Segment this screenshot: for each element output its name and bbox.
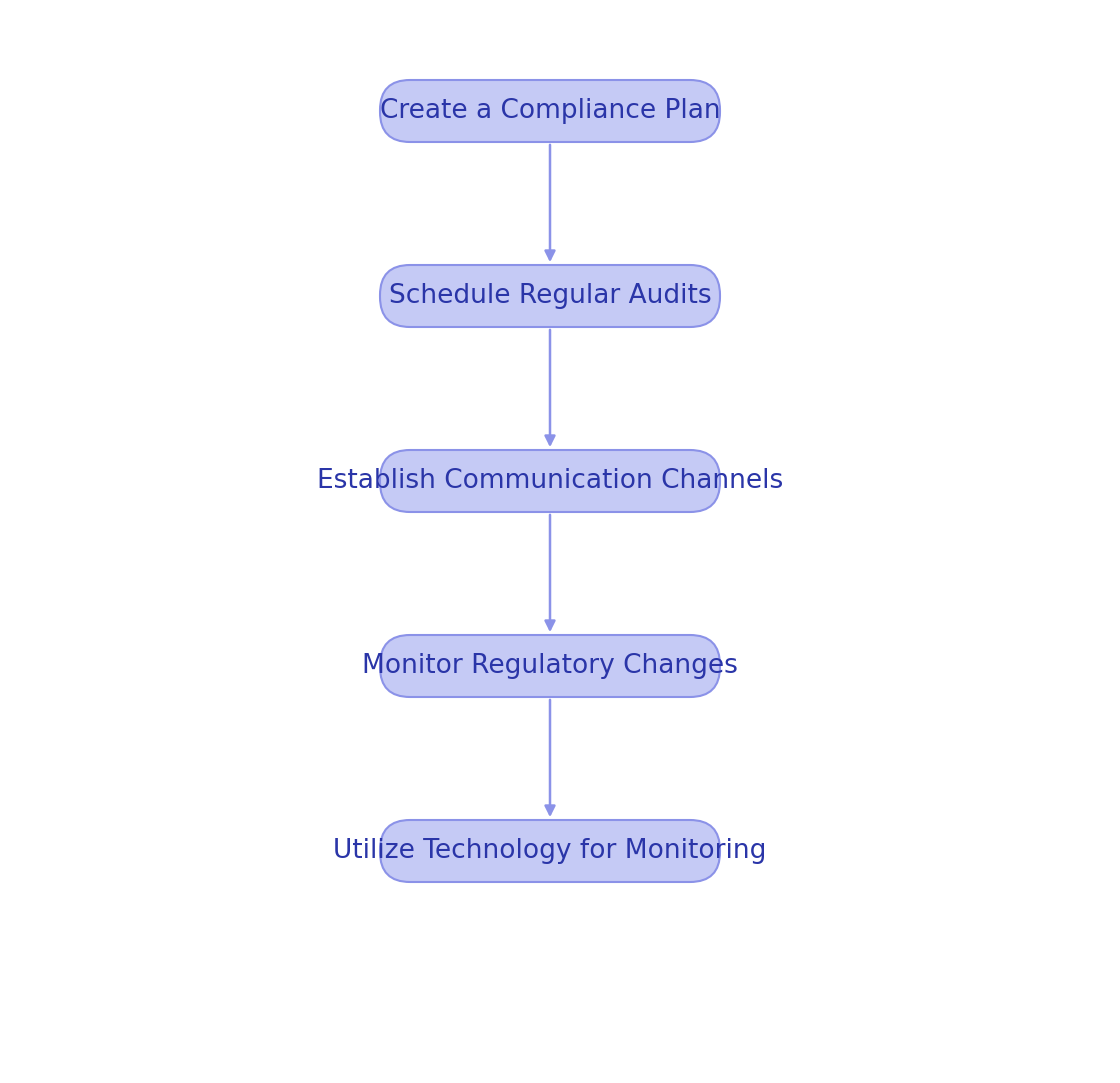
- Text: Create a Compliance Plan: Create a Compliance Plan: [380, 97, 720, 123]
- FancyBboxPatch shape: [380, 80, 720, 142]
- Text: Utilize Technology for Monitoring: Utilize Technology for Monitoring: [334, 838, 767, 864]
- FancyBboxPatch shape: [380, 265, 720, 327]
- FancyBboxPatch shape: [380, 820, 720, 882]
- Text: Schedule Regular Audits: Schedule Regular Audits: [389, 283, 711, 309]
- FancyBboxPatch shape: [380, 635, 720, 697]
- FancyBboxPatch shape: [380, 451, 720, 512]
- Text: Establish Communication Channels: Establish Communication Channels: [317, 468, 783, 494]
- Text: Monitor Regulatory Changes: Monitor Regulatory Changes: [362, 653, 738, 679]
